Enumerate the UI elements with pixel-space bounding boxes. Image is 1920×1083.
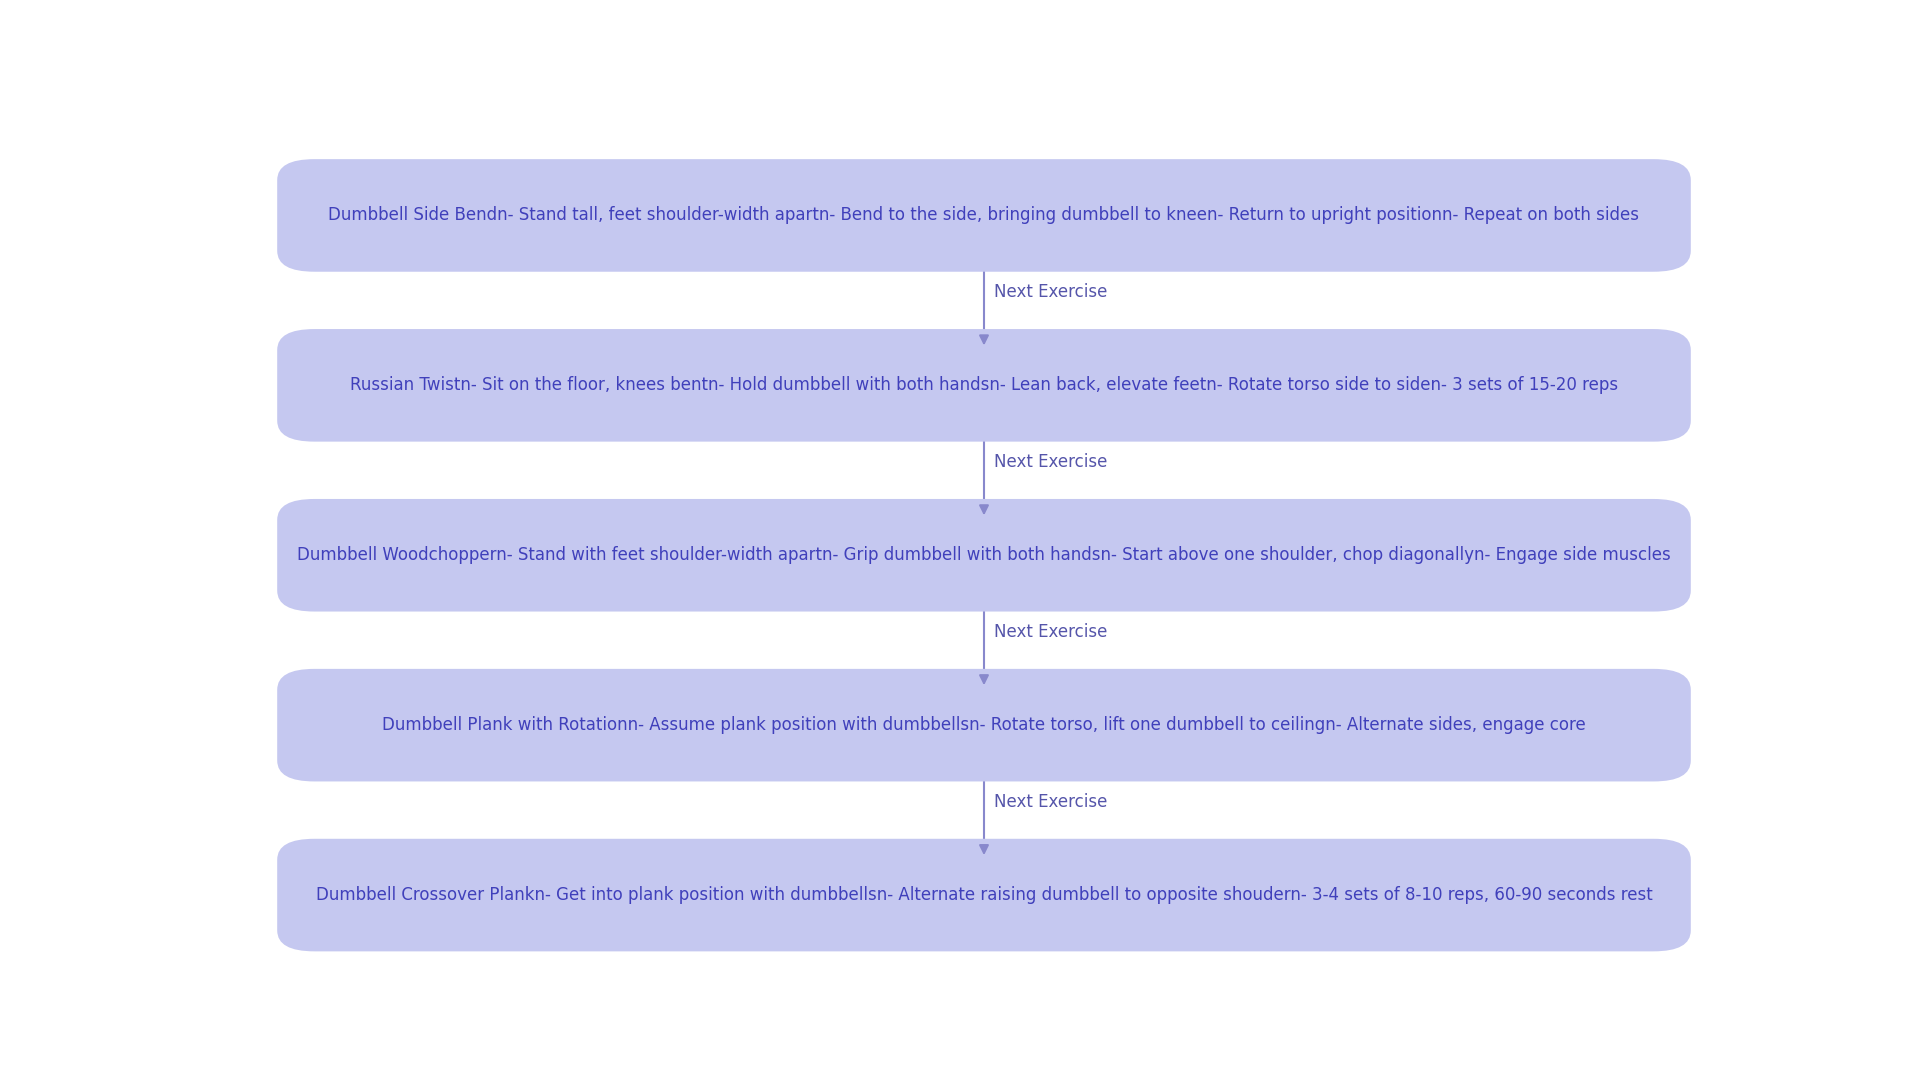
Text: Dumbbell Crossover Plankn- Get into plank position with dumbbellsn- Alternate ra: Dumbbell Crossover Plankn- Get into plan… (315, 886, 1653, 904)
FancyBboxPatch shape (276, 329, 1692, 442)
Text: Next Exercise: Next Exercise (995, 283, 1108, 301)
FancyBboxPatch shape (276, 159, 1692, 272)
Text: Next Exercise: Next Exercise (995, 453, 1108, 471)
Text: Dumbbell Plank with Rotationn- Assume plank position with dumbbellsn- Rotate tor: Dumbbell Plank with Rotationn- Assume pl… (382, 716, 1586, 734)
Text: Russian Twistn- Sit on the floor, knees bentn- Hold dumbbell with both handsn- L: Russian Twistn- Sit on the floor, knees … (349, 377, 1619, 394)
Text: Dumbbell Woodchoppern- Stand with feet shoulder-width apartn- Grip dumbbell with: Dumbbell Woodchoppern- Stand with feet s… (298, 546, 1670, 564)
FancyBboxPatch shape (276, 669, 1692, 782)
Text: Dumbbell Side Bendn- Stand tall, feet shoulder-width apartn- Bend to the side, b: Dumbbell Side Bendn- Stand tall, feet sh… (328, 207, 1640, 224)
Text: Next Exercise: Next Exercise (995, 793, 1108, 811)
FancyBboxPatch shape (276, 499, 1692, 612)
Text: Next Exercise: Next Exercise (995, 623, 1108, 641)
FancyBboxPatch shape (276, 839, 1692, 951)
